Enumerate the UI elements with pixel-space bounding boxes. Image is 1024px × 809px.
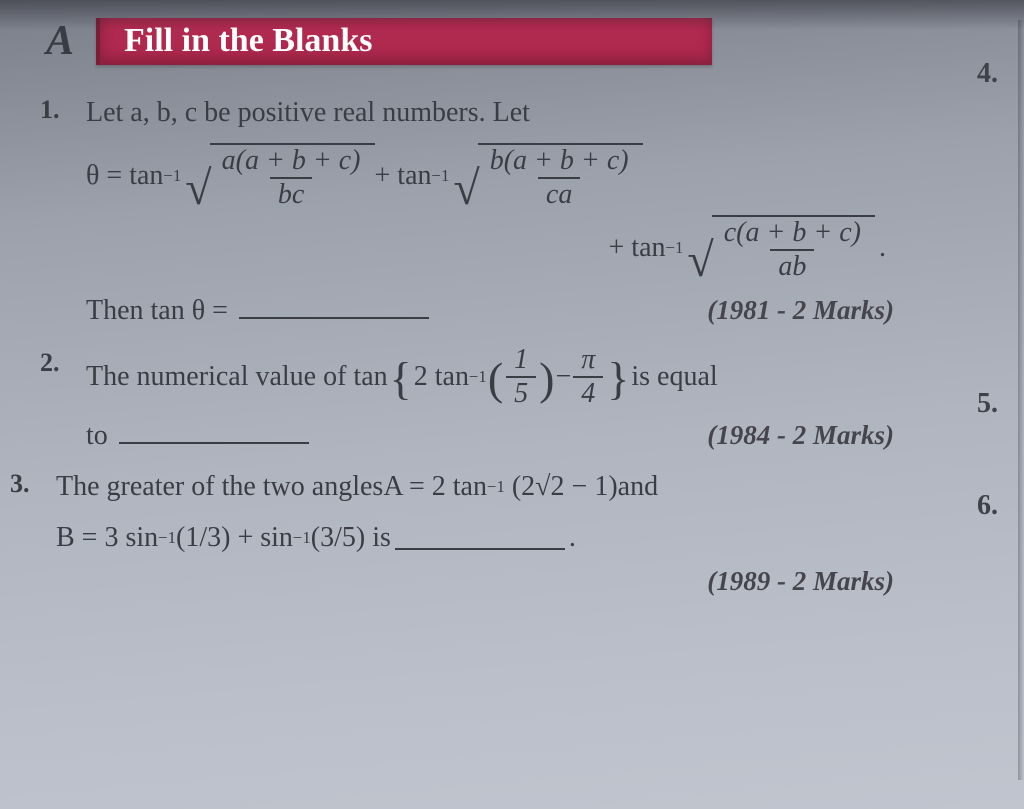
q1-plus-tan-2: + tan (609, 228, 666, 267)
q1-sqrt1: √ a(a + b + c) bc (185, 143, 374, 209)
section-letter: A (40, 20, 80, 62)
q1-then: Then tan θ = (86, 291, 433, 330)
sqrt-icon: √ (687, 237, 713, 285)
q3-marks: (1989 - 2 Marks) (707, 563, 894, 601)
q3-line2: B = 3 sin −1 (1/3) + sin −1 (3/5) is . (56, 518, 576, 557)
page-root: A Fill in the Blanks 4. 5. 6. 1. Let a, … (0, 0, 1024, 809)
right-marker-6: 6. (977, 490, 998, 522)
q2-frac1-den: 5 (506, 376, 536, 408)
q1-then-text: Then tan θ = (86, 295, 228, 326)
q1-sqrt3: √ c(a + b + c) ab (687, 215, 875, 281)
q1-intro: Let a, b, c be positive real numbers. Le… (86, 93, 894, 132)
q2-marks: (1984 - 2 Marks) (707, 417, 894, 455)
q3-lead: The greater of the two angles (56, 467, 383, 506)
q2-frac1: 1 5 (506, 346, 536, 408)
q1-frac1-den: bc (270, 177, 312, 209)
close-paren-icon: ) (538, 356, 555, 402)
question-1: 1. Let a, b, c be positive real numbers.… (40, 93, 894, 329)
q3-sup1: −1 (487, 475, 505, 499)
q3-A-pre: A = 2 tan (383, 467, 487, 506)
q1-eq-line1: θ = tan −1 √ a(a + b + c) bc + tan −1 (86, 143, 894, 209)
q1-eq-line2: + tan −1 √ c(a + b + c) ab . (86, 215, 894, 281)
q2-answer-row: to (1984 - 2 Marks) (86, 416, 894, 455)
q3-B-arg2: (3/5) is (311, 518, 391, 557)
q1-answer-row: Then tan θ = (1981 - 2 Marks) (86, 291, 894, 330)
q1-sqrt3-body: c(a + b + c) ab (712, 215, 875, 281)
right-marker-4: 4. (977, 58, 998, 90)
q1-sup1: −1 (163, 164, 181, 188)
question-list: 1. Let a, b, c be positive real numbers.… (40, 93, 1014, 601)
sqrt-icon: √ (185, 165, 211, 213)
q1-frac2-num: b(a + b + c) (484, 147, 635, 177)
open-brace-icon: { (388, 356, 414, 402)
q1-frac2-den: ca (538, 177, 580, 209)
q1-frac1-num: a(a + b + c) (216, 147, 367, 177)
q1-marks: (1981 - 2 Marks) (707, 292, 894, 330)
q2-frac2-den: 4 (573, 376, 603, 408)
right-shadow (1018, 20, 1024, 780)
q1-eq-line2-inner: + tan −1 √ c(a + b + c) ab . (609, 215, 887, 281)
right-marker-5: 5. (977, 388, 998, 420)
q1-period: . (879, 228, 886, 267)
q2-blank (119, 419, 309, 443)
q2-frac2-num: π (575, 346, 601, 376)
q1-blank (239, 294, 429, 318)
q1-body: Let a, b, c be positive real numbers. Le… (86, 93, 894, 329)
q2-number: 2. (40, 346, 86, 378)
section-title-banner: Fill in the Blanks (96, 18, 712, 65)
q1-frac1: a(a + b + c) bc (216, 147, 367, 209)
q1-number: 1. (40, 93, 86, 125)
q3-sup2: −1 (158, 526, 176, 550)
q2-tail: is equal (631, 357, 717, 396)
q1-frac3-den: ab (770, 249, 814, 281)
q3-body: The greater of the two angles A = 2 tan … (56, 467, 894, 601)
q2-minus: − (555, 357, 571, 396)
q3-B-arg1: (1/3) + sin (176, 518, 293, 557)
q3-blank (395, 526, 565, 550)
q3-marks-row: (1989 - 2 Marks) (56, 563, 894, 601)
q1-sqrt2-body: b(a + b + c) ca (478, 143, 643, 209)
q1-frac3-num: c(a + b + c) (718, 219, 867, 249)
q1-theta-prefix: θ = tan (86, 156, 163, 195)
q3-period: . (569, 518, 576, 557)
q3-and: and (618, 467, 658, 506)
q1-sqrt1-body: a(a + b + c) bc (210, 143, 375, 209)
close-brace-icon: } (605, 356, 631, 402)
q2-to-text: to (86, 420, 108, 451)
q3-line1: The greater of the two angles A = 2 tan … (56, 467, 658, 506)
q3-number: 3. (10, 467, 56, 499)
q1-sqrt2: √ b(a + b + c) ca (453, 143, 642, 209)
q1-frac3: c(a + b + c) ab (718, 219, 867, 281)
q3-A-inside: (2√2 − 1) (512, 467, 618, 506)
q1-plus-tan-1: + tan (375, 156, 432, 195)
open-paren-icon: ( (487, 356, 504, 402)
q2-to: to (86, 416, 313, 455)
q1-sup3: −1 (666, 236, 684, 260)
section-header: A Fill in the Blanks (40, 18, 1014, 65)
question-3: 3. The greater of the two angles A = 2 t… (10, 467, 894, 601)
sqrt-icon: √ (453, 165, 479, 213)
q1-sup2: −1 (432, 164, 450, 188)
q2-sup1: −1 (469, 365, 487, 389)
q3-B-pre: B = 3 sin (56, 518, 158, 557)
q2-body: The numerical value of tan { 2 tan −1 ( … (86, 346, 894, 455)
q2-frac2: π 4 (573, 346, 603, 408)
q2-frac1-num: 1 (508, 346, 534, 376)
q2-line1: The numerical value of tan { 2 tan −1 ( … (86, 346, 718, 408)
q1-frac2: b(a + b + c) ca (484, 147, 635, 209)
question-2: 2. The numerical value of tan { 2 tan −1… (40, 346, 894, 455)
q2-lead: The numerical value of tan (86, 357, 388, 396)
q2-inner-lead: 2 tan (414, 357, 469, 396)
q3-sup3: −1 (293, 526, 311, 550)
